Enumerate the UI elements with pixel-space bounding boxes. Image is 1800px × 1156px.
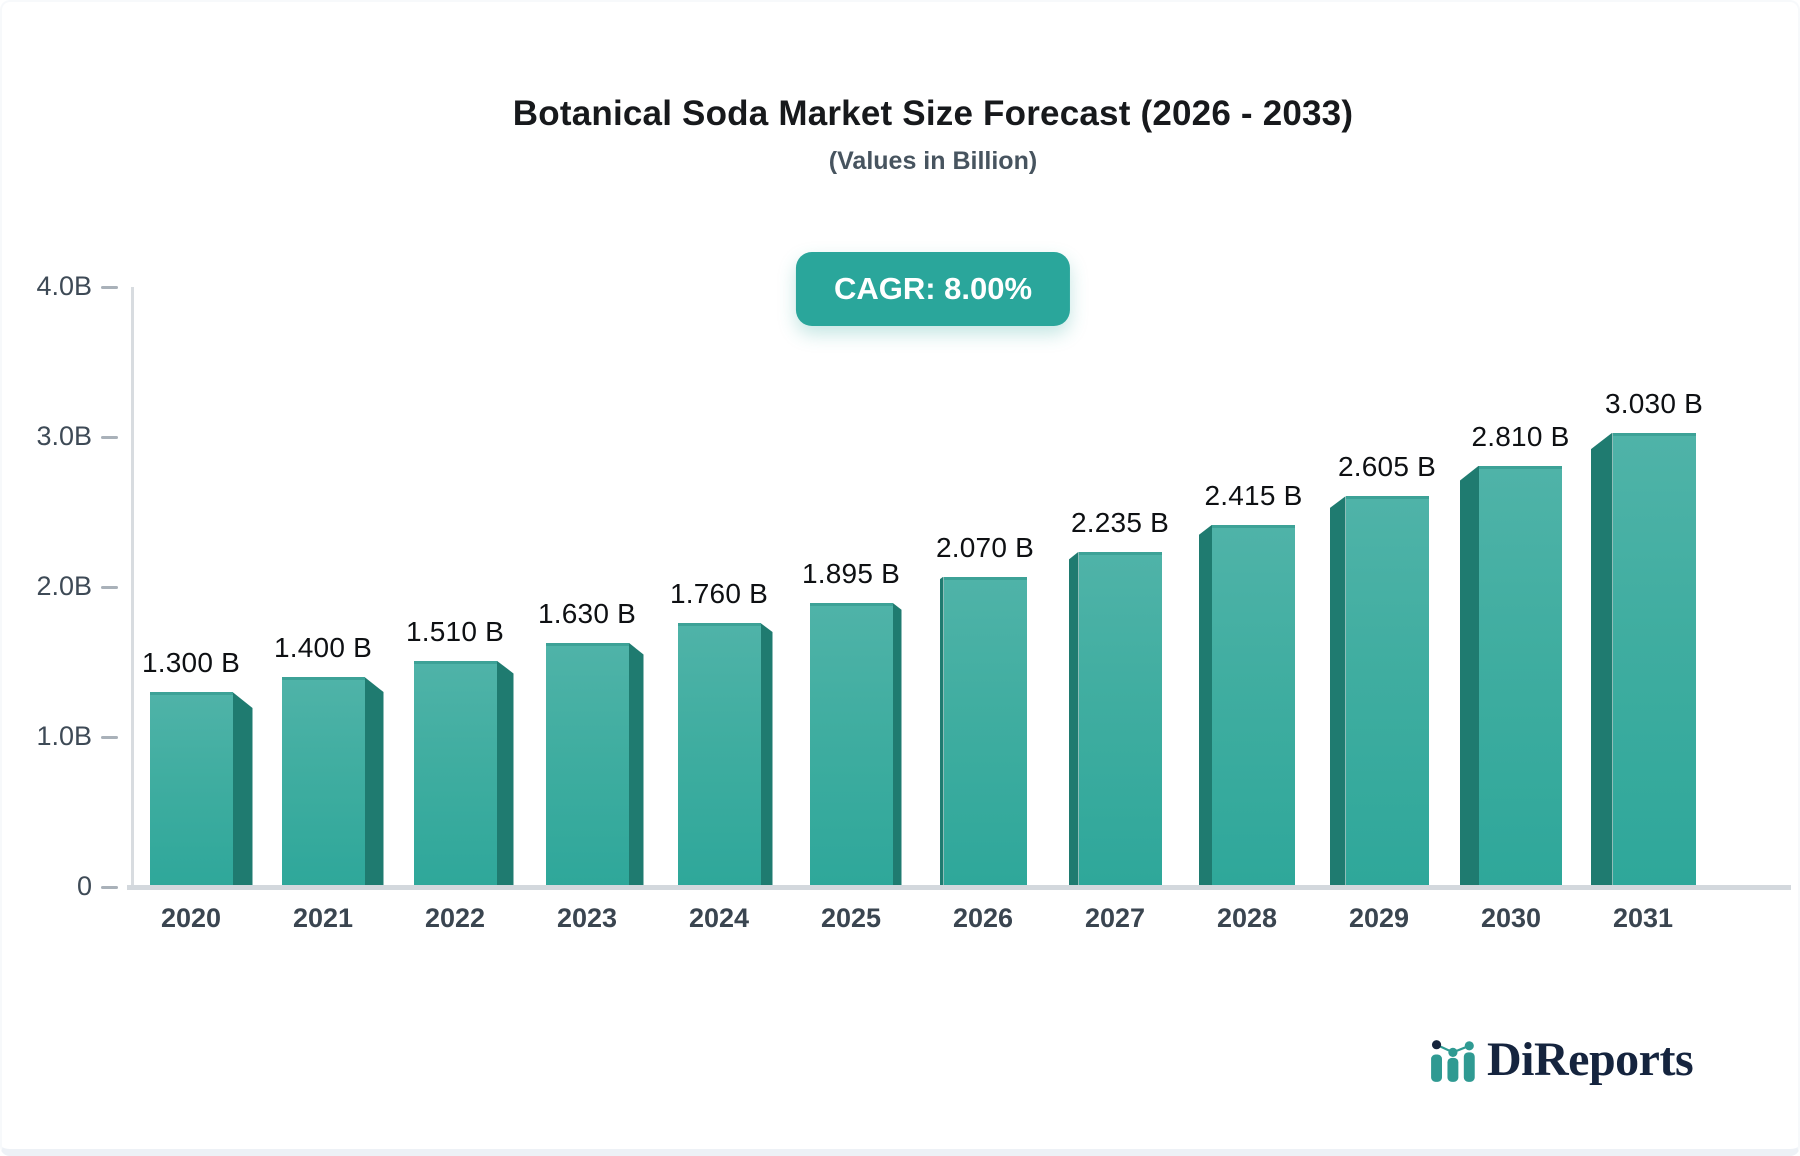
x-axis-line bbox=[127, 885, 1791, 890]
y-axis-label: 2.0B bbox=[36, 571, 92, 601]
bar-value-label: 1.300 B bbox=[142, 647, 240, 678]
x-axis-label: 2028 bbox=[1216, 903, 1278, 933]
y-tick-mark bbox=[101, 736, 118, 739]
y-tick-mark bbox=[101, 886, 118, 889]
x-axis-label: 2020 bbox=[160, 903, 222, 933]
y-axis-line bbox=[131, 287, 134, 890]
bar-2027[interactable] bbox=[1068, 551, 1162, 889]
chart-header: Botanical Soda Market Size Forecast (202… bbox=[513, 94, 1353, 176]
bar-2022[interactable] bbox=[413, 660, 514, 889]
bar-side-face bbox=[1329, 496, 1346, 889]
x-axis-label: 2025 bbox=[820, 903, 882, 933]
bar-value-label: 2.810 B bbox=[1471, 420, 1570, 452]
bar-value-label: 3.030 B bbox=[1605, 387, 1703, 419]
bar-2021[interactable] bbox=[281, 677, 384, 889]
y-tick-mark bbox=[101, 286, 118, 289]
bar-main-face bbox=[413, 660, 497, 889]
bar-side-face bbox=[760, 623, 773, 889]
y-tick-mark bbox=[101, 586, 118, 589]
bar-side-face bbox=[496, 660, 514, 889]
bar-2024[interactable] bbox=[677, 623, 773, 889]
bar-value-label: 1.510 B bbox=[406, 615, 504, 647]
y-tick-mark bbox=[101, 436, 118, 439]
bar-value-label: 2.605 B bbox=[1338, 451, 1436, 483]
bar-main-face bbox=[943, 576, 1027, 889]
bar-value-label: 2.235 B bbox=[1071, 506, 1169, 538]
bar-2020[interactable] bbox=[149, 692, 253, 889]
bar-2031[interactable] bbox=[1590, 432, 1696, 889]
bar-main-face bbox=[809, 602, 893, 889]
logo-bar-chart-icon bbox=[1431, 1040, 1475, 1082]
bar-side-face bbox=[892, 602, 902, 889]
bar-side-face bbox=[1199, 524, 1212, 889]
x-axis-label: 2029 bbox=[1348, 903, 1410, 933]
bar-main-face bbox=[1345, 496, 1429, 889]
bar-value-label: 2.070 B bbox=[936, 531, 1034, 563]
bar-main-face bbox=[545, 642, 629, 889]
logo-text: DiReports bbox=[1487, 1033, 1694, 1086]
y-axis-label: 0 bbox=[76, 871, 92, 901]
bar-main-face bbox=[1479, 465, 1562, 889]
bar-2030[interactable] bbox=[1460, 465, 1562, 889]
bar-main-face bbox=[677, 623, 761, 889]
bar-value-label: 2.415 B bbox=[1204, 479, 1303, 511]
cagr-badge: CAGR: 8.00% bbox=[795, 252, 1071, 326]
y-axis-label: 1.0B bbox=[36, 721, 92, 751]
bar-2028[interactable] bbox=[1199, 524, 1295, 889]
bar-side-face bbox=[1068, 551, 1079, 889]
bar-side-face bbox=[364, 677, 384, 889]
x-axis-label: 2026 bbox=[952, 903, 1014, 933]
chart-subtitle: (Values in Billion) bbox=[828, 147, 1038, 175]
y-axis-label: 3.0B bbox=[36, 421, 92, 451]
x-axis-label: 2021 bbox=[292, 903, 354, 933]
bar-side-face bbox=[628, 642, 644, 889]
x-axis-label: 2031 bbox=[1612, 903, 1674, 933]
direports-logo: DiReports bbox=[1430, 1033, 1694, 1086]
bar-main-face bbox=[149, 692, 233, 889]
bar-main-face bbox=[1078, 551, 1162, 889]
bar-side-face bbox=[232, 692, 253, 889]
x-axis-label: 2022 bbox=[424, 903, 486, 933]
bar-side-face bbox=[939, 576, 944, 889]
bar-value-label: 1.400 B bbox=[274, 632, 372, 663]
bar-value-label: 1.630 B bbox=[538, 597, 636, 629]
bar-2023[interactable] bbox=[545, 642, 644, 889]
bar-main-face bbox=[281, 677, 365, 889]
bar-2026[interactable] bbox=[939, 576, 1027, 889]
chart-title: Botanical Soda Market Size Forecast (202… bbox=[512, 94, 1354, 133]
bar-value-label: 1.760 B bbox=[670, 578, 768, 609]
bar-2029[interactable] bbox=[1329, 496, 1429, 889]
bar-main-face bbox=[1612, 432, 1696, 889]
x-axis-label: 2027 bbox=[1084, 903, 1146, 933]
y-axis-label: 4.0B bbox=[36, 271, 92, 301]
bar-side-face bbox=[1460, 465, 1479, 889]
x-axis-label: 2023 bbox=[556, 903, 618, 933]
bar-main-face bbox=[1212, 524, 1295, 889]
bar-value-label: 1.895 B bbox=[802, 557, 900, 589]
x-axis-label: 2024 bbox=[688, 903, 750, 933]
x-axis-label: 2030 bbox=[1480, 903, 1542, 933]
bar-side-face bbox=[1590, 432, 1613, 889]
bar-2025[interactable] bbox=[809, 602, 902, 889]
